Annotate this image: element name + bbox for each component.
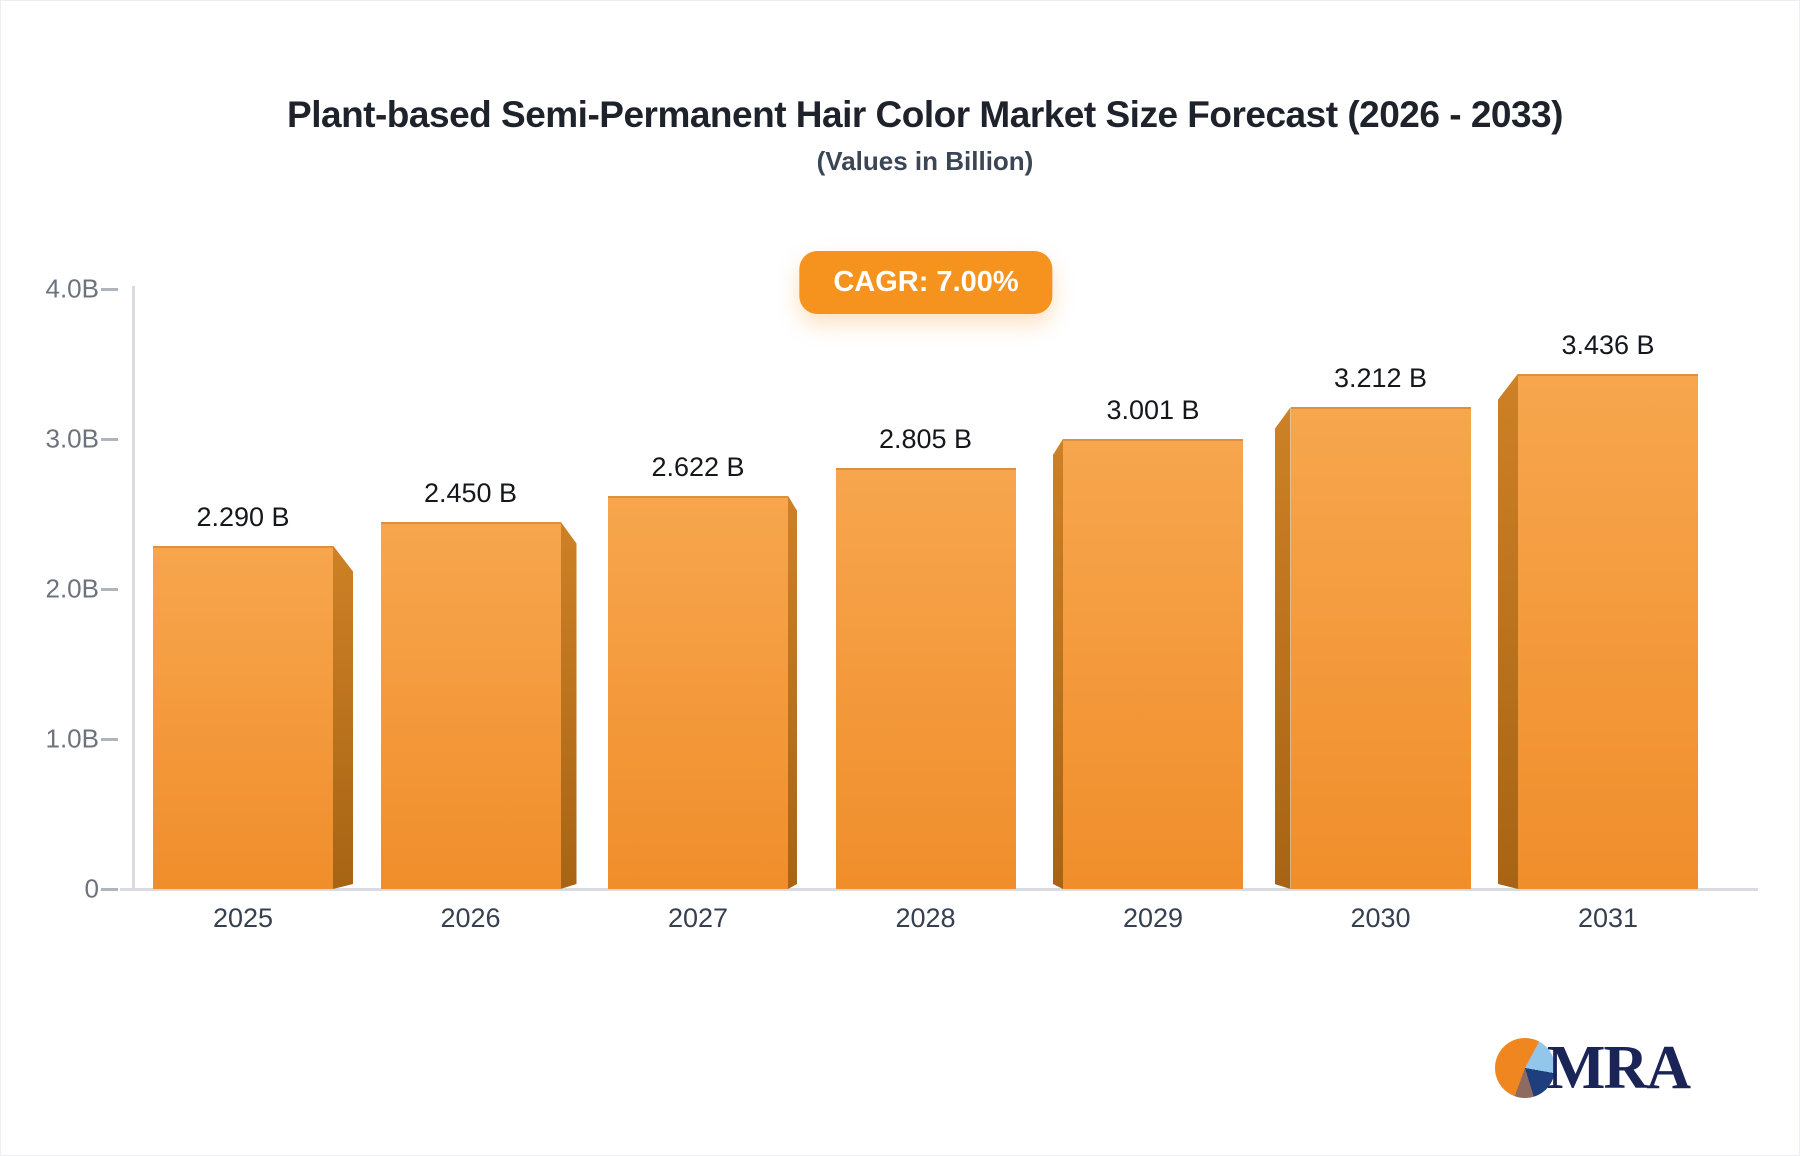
y-axis-tick-mark <box>101 287 118 291</box>
bar-2027[interactable] <box>608 495 788 889</box>
bar-side-face <box>1498 373 1518 889</box>
logo-text: MRA <box>1546 1034 1691 1102</box>
x-axis-label: 2027 <box>667 903 729 933</box>
x-axis-label: 2030 <box>1350 903 1411 933</box>
y-axis-tick-mark <box>101 737 118 741</box>
chart-subtitle: (Values in Billion) <box>816 146 1034 176</box>
y-axis-tick-mark <box>101 437 118 441</box>
x-axis-label: 2025 <box>212 903 274 933</box>
y-axis-tick-mark <box>101 887 118 891</box>
bar-side-face <box>1053 438 1063 889</box>
x-axis-line <box>120 888 1758 891</box>
bar-2026[interactable] <box>380 521 561 889</box>
bar-2031[interactable] <box>1518 373 1698 889</box>
cagr-badge: CAGR: 7.00% <box>799 251 1053 314</box>
bar-2028[interactable] <box>835 468 1016 889</box>
pie-chart-icon <box>1494 1038 1555 1098</box>
y-axis-line <box>132 286 135 889</box>
bar-2030[interactable] <box>1290 407 1471 889</box>
bar-value-label: 2.450 B <box>423 477 518 508</box>
y-axis-tick-label: 4.0B <box>45 273 100 304</box>
x-axis-label: 2026 <box>440 903 501 933</box>
bar-side-face <box>1274 407 1291 889</box>
chart-title: Plant-based Semi-Permanent Hair Color Ma… <box>287 94 1563 135</box>
y-axis-tick-mark <box>101 587 118 591</box>
bar-value-label: 3.001 B <box>1106 394 1200 425</box>
bar-value-label: 3.436 B <box>1561 329 1655 360</box>
y-axis-tick-label: 0 <box>84 873 99 904</box>
bar-side-face <box>560 521 577 889</box>
x-axis-label: 2031 <box>1577 903 1639 933</box>
x-axis-label: 2028 <box>895 903 956 933</box>
chart-header: Plant-based Semi-Permanent Hair Color Ma… <box>51 1 1799 177</box>
bar-value-label: 2.290 B <box>196 501 290 532</box>
y-axis-tick-label: 2.0B <box>45 573 100 604</box>
bar-2029[interactable] <box>1063 438 1243 889</box>
y-axis-tick-label: 1.0B <box>45 723 100 754</box>
x-axis-label: 2029 <box>1122 903 1184 933</box>
bar-value-label: 2.622 B <box>651 451 745 482</box>
bar-value-label: 3.212 B <box>1333 363 1428 394</box>
bar-value-label: 2.805 B <box>878 424 973 455</box>
bar-side-face <box>333 545 353 889</box>
bar-side-face <box>788 495 797 889</box>
bar-2025[interactable] <box>153 545 333 889</box>
mra-logo: MRA <box>1494 1034 1691 1102</box>
y-axis-tick-label: 3.0B <box>45 423 100 454</box>
